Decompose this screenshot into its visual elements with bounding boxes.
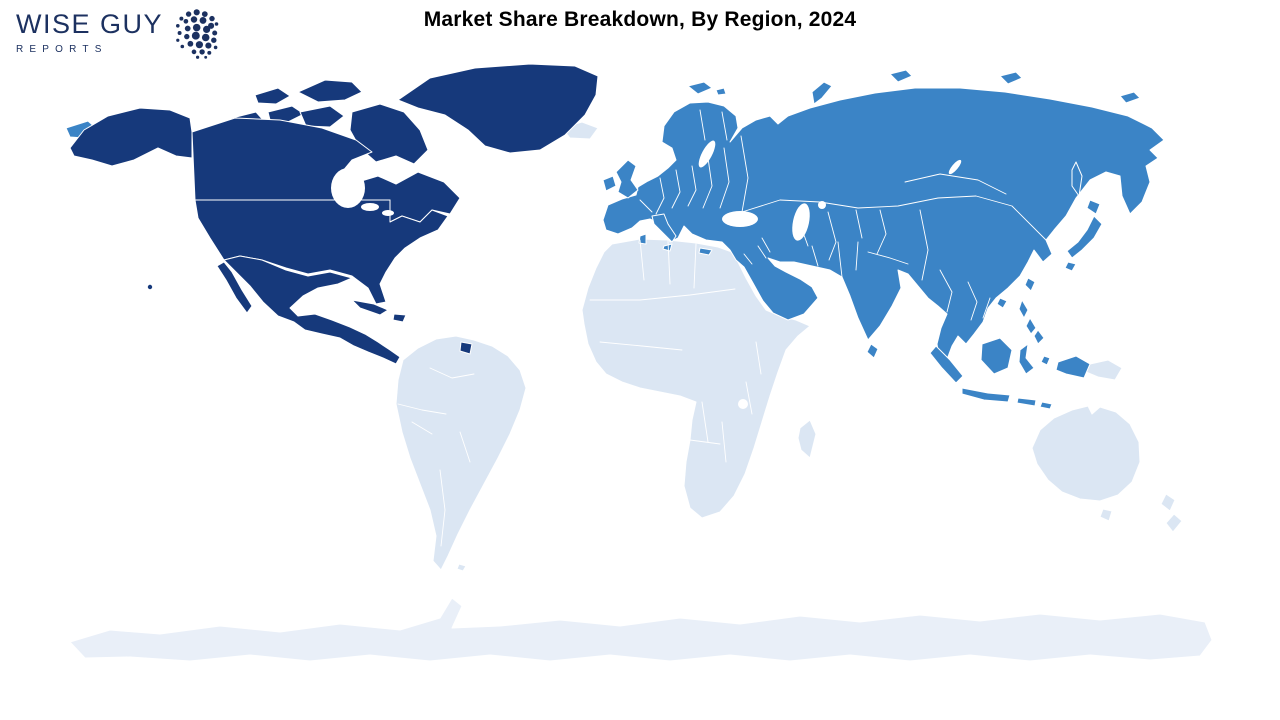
arctic-island-shape xyxy=(716,88,726,95)
black-sea-shape xyxy=(722,211,758,227)
logo-brand-subtitle: REPORTS xyxy=(16,44,108,55)
baltic-sea-shape xyxy=(698,140,716,168)
great-lakes-shape xyxy=(361,203,379,211)
new-zealand-south-shape xyxy=(1166,514,1182,532)
moluccas-shape xyxy=(1041,356,1050,365)
region-north-america xyxy=(70,64,598,364)
dotted-head-logo-icon xyxy=(176,9,219,59)
borneo-shape xyxy=(981,338,1012,374)
sardinia-shape xyxy=(639,234,646,244)
country-borders xyxy=(398,110,1046,546)
falkland-islands-shape xyxy=(457,564,466,571)
ellesmere-island-shape xyxy=(298,80,362,102)
africa-shape xyxy=(582,239,810,518)
sicily-shape xyxy=(663,244,672,251)
sulawesi-shape xyxy=(1019,344,1034,374)
lesser-sunda-shape xyxy=(1017,398,1036,406)
australia-shape xyxy=(1032,406,1140,501)
lake-baikal-shape xyxy=(948,159,962,175)
hispaniola-shape xyxy=(393,314,406,322)
baja-california-shape xyxy=(217,262,252,313)
hawaii-shape xyxy=(147,284,153,290)
chart-title: Market Share Breakdown, By Region, 2024 xyxy=(423,8,857,31)
sakhalin-shape xyxy=(1072,162,1082,196)
alaska-shape xyxy=(70,108,192,166)
tasmania-shape xyxy=(1100,509,1112,521)
novaya-zemlya-shape xyxy=(812,82,832,104)
kyushu-shape xyxy=(1065,262,1076,271)
asia-borders xyxy=(742,174,1046,320)
philippines-visayas-shape xyxy=(1026,318,1036,334)
south-america-borders xyxy=(398,368,474,546)
logo-text-block: WISE GUY REPORTS xyxy=(16,8,163,55)
ireland-shape xyxy=(603,176,616,191)
madagascar-shape xyxy=(798,420,816,458)
east-new-guinea-shape xyxy=(1086,360,1122,380)
west-new-guinea-shape xyxy=(1056,356,1090,378)
greenland-shape xyxy=(398,64,598,153)
timor-shape xyxy=(1040,402,1052,409)
taiwan-shape xyxy=(1025,278,1035,291)
severnaya-zemlya-shape xyxy=(890,70,912,82)
region-rest-of-world xyxy=(396,122,1182,571)
italy-shape xyxy=(652,214,676,242)
victoria-island-shape xyxy=(300,106,344,127)
caspian-sea-shape xyxy=(792,203,810,241)
new-zealand-north-shape xyxy=(1161,494,1175,511)
logo-brand-name: WISE GUY xyxy=(16,9,164,39)
java-shape xyxy=(962,388,1010,402)
europe-borders xyxy=(640,110,748,214)
africa-borders xyxy=(590,240,761,462)
wise-guy-reports-logo: WISE GUY REPORTS xyxy=(16,8,221,60)
great-lakes-shape xyxy=(382,210,394,216)
lakes-and-inland-seas xyxy=(331,140,962,409)
arctic-island-shape xyxy=(268,106,304,122)
mexico-central-america-shape xyxy=(224,256,400,364)
great-britain-shape xyxy=(616,160,638,198)
south-america-shape xyxy=(396,336,526,570)
hokkaido-shape xyxy=(1087,200,1100,214)
philippines-mindanao-shape xyxy=(1034,330,1044,344)
crete-shape xyxy=(699,248,712,255)
french-guiana-shape xyxy=(460,342,472,354)
sri-lanka-shape xyxy=(867,344,878,358)
cuba-shape xyxy=(352,300,388,315)
antarctica-shape xyxy=(70,598,1212,661)
honshu-shape xyxy=(1067,216,1102,258)
sumatra-shape xyxy=(930,346,963,383)
arctic-island-shape xyxy=(255,88,290,104)
philippines-luzon-shape xyxy=(1019,300,1028,318)
svalbard-shape xyxy=(688,82,712,94)
region-antarctica xyxy=(70,598,1212,661)
wrangel-island-shape xyxy=(1120,92,1140,103)
new-siberian-islands-shape xyxy=(1000,72,1022,84)
hudson-bay-shape xyxy=(331,168,365,208)
hainan-shape xyxy=(997,298,1007,308)
lake-victoria-shape xyxy=(738,399,748,409)
middle-east-borders xyxy=(744,238,770,264)
